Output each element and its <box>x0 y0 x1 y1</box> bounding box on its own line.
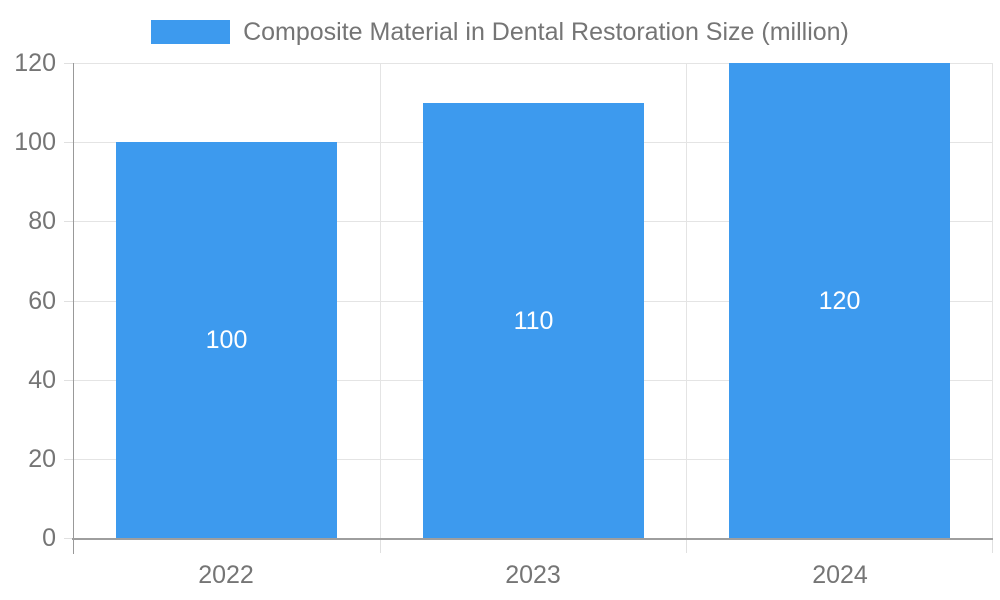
v-gridline <box>380 63 381 538</box>
y-axis-tick-label: 80 <box>28 207 56 235</box>
x-axis-tick <box>992 538 993 553</box>
x-axis-tick <box>686 538 687 553</box>
legend-swatch <box>151 20 231 44</box>
x-axis-category-label: 2022 <box>198 561 254 589</box>
bar-2022[interactable] <box>116 142 337 538</box>
bar-2023[interactable] <box>423 103 644 538</box>
y-axis-tick-label: 0 <box>42 524 56 552</box>
bar-value-label: 110 <box>513 307 554 335</box>
h-gridline <box>73 63 993 64</box>
bar-value-label: 120 <box>818 287 861 315</box>
bar-value-label: 100 <box>205 326 248 354</box>
x-axis-category-label: 2024 <box>812 561 868 589</box>
y-axis-tick <box>64 142 73 143</box>
y-axis-tick <box>64 301 73 302</box>
y-axis-tick-label: 40 <box>28 366 56 394</box>
y-axis-tick <box>64 380 73 381</box>
y-axis-tick-label: 20 <box>28 445 56 473</box>
x-axis-category-label: 2023 <box>505 561 561 589</box>
y-axis-tick-label: 120 <box>14 49 56 77</box>
x-axis-tick <box>380 538 381 553</box>
x-axis-line <box>72 538 993 540</box>
y-axis-tick-label: 100 <box>14 128 56 156</box>
chart-legend[interactable]: Composite Material in Dental Restoration… <box>0 16 1000 48</box>
y-axis-tick <box>64 221 73 222</box>
y-axis-tick <box>64 538 73 539</box>
v-gridline <box>992 63 993 538</box>
y-axis-tick <box>64 459 73 460</box>
y-axis-line <box>73 63 74 554</box>
y-axis-tick <box>64 63 73 64</box>
y-axis-tick-label: 60 <box>28 287 56 315</box>
plot-area: 0 20 40 60 80 100 120 100 2022 110 2023 120 2024 <box>14 49 993 589</box>
v-gridline <box>686 63 687 538</box>
legend-label: Composite Material in Dental Restoration… <box>243 17 849 46</box>
bar-2024[interactable] <box>729 63 950 538</box>
